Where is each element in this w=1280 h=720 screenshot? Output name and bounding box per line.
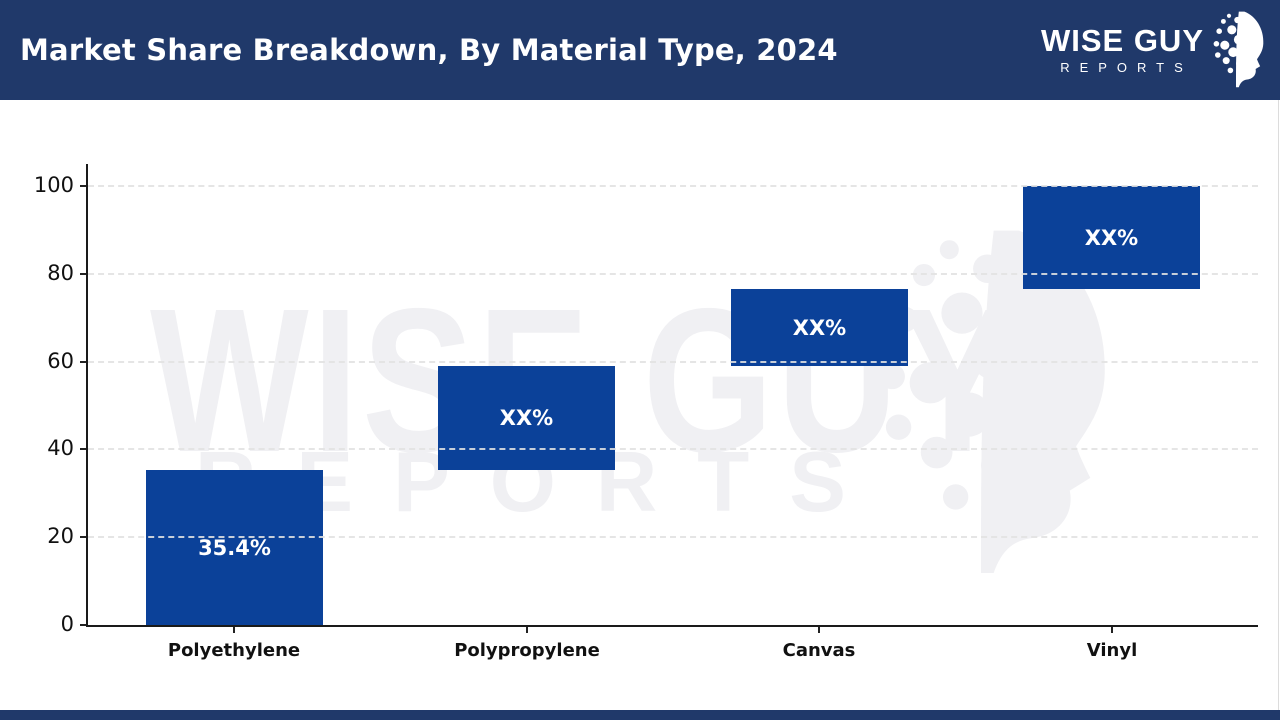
gridline [88,185,1258,187]
gridline [88,361,1258,363]
bar-value-label: 35.4% [198,535,271,560]
bar-polyethylene: 35.4% [146,470,323,625]
header-band: Market Share Breakdown, By Material Type… [0,0,1280,100]
bar-value-label: XX% [499,406,554,430]
footer-band [0,710,1280,720]
x-category-label: Polyethylene [167,640,301,661]
bar-value-label: XX% [792,315,847,340]
brand-logo-text: WISE GUY REPORTS [1041,25,1204,75]
gridline [88,536,1258,538]
gridline [88,448,1258,450]
y-tick-label: 0 [60,612,74,636]
y-tick-mark [80,624,88,626]
brand-name: WISE GUY [1040,23,1204,59]
x-category-label: Canvas [782,640,856,661]
bar-polypropylene: XX% [438,366,615,470]
y-tick-label: 40 [47,436,74,460]
x-tick-mark [526,627,528,633]
y-tick-label: 80 [47,261,74,285]
right-edge-hairline [1278,100,1279,710]
y-tick-mark [80,185,88,187]
x-tick-mark [818,627,820,633]
y-tick-label: 20 [47,524,74,548]
gridline [88,273,1258,275]
y-tick-mark [80,361,88,363]
watermark-dotted-face [806,218,1156,577]
y-tick-mark [80,273,88,275]
brand-logo: WISE GUY REPORTS [1041,8,1264,92]
y-tick-label: 60 [47,349,74,373]
y-tick-mark [80,448,88,450]
bar-canvas: XX% [731,289,908,366]
x-tick-mark [1111,627,1113,633]
x-tick-mark [233,627,235,633]
y-axis-line [86,164,88,627]
bar-vinyl: XX% [1023,186,1200,289]
dotted-face-logo-icon [1208,8,1264,92]
x-category-label: Vinyl [1086,640,1138,661]
y-tick-label: 100 [33,173,74,197]
x-axis-line [86,625,1258,627]
page-title: Market Share Breakdown, By Material Type… [20,33,838,67]
bar-value-label: XX% [1084,225,1139,250]
y-tick-mark [80,536,88,538]
brand-subname: REPORTS [1060,59,1193,75]
x-category-label: Polypropylene [454,640,600,661]
